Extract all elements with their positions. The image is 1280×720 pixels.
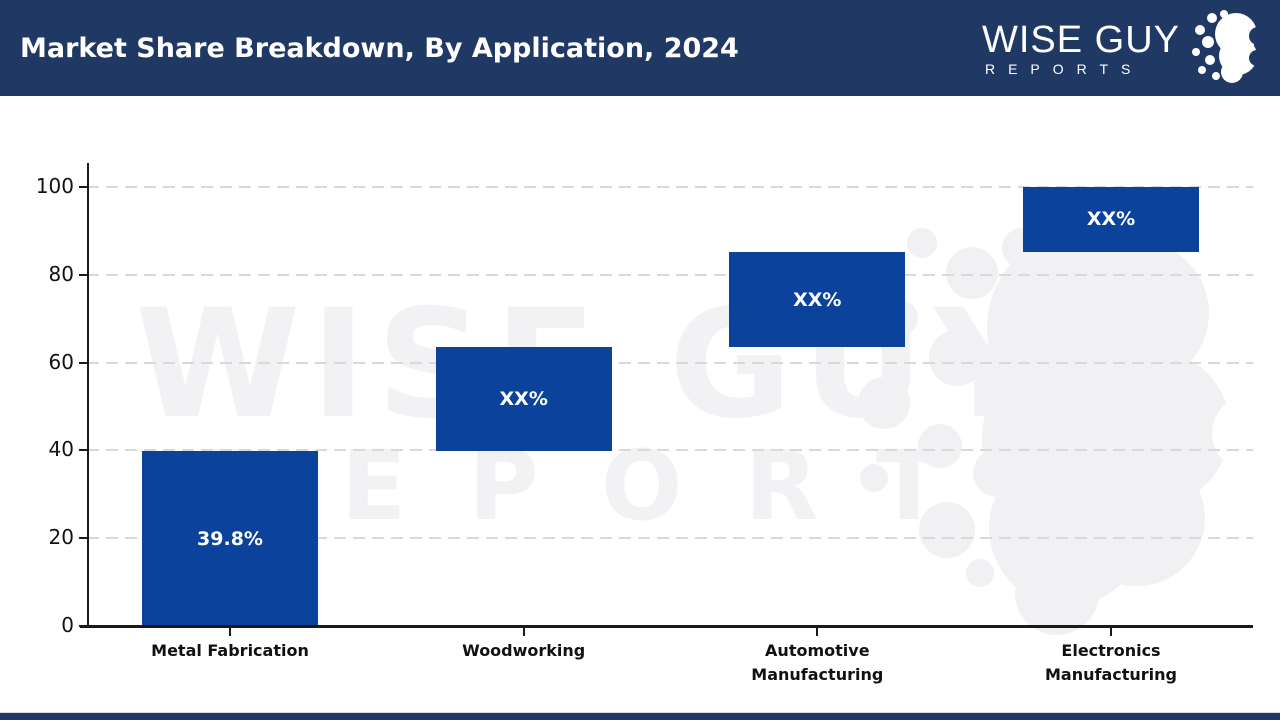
x-category-label: Automotive Manufacturing <box>751 641 884 684</box>
y-tick-label: 60 <box>48 349 74 374</box>
x-category-label: Woodworking <box>462 641 586 660</box>
y-tick-label: 100 <box>35 174 74 198</box>
logo-subtext: REPORTS <box>984 60 1144 77</box>
watermark-head-icon <box>858 228 1272 635</box>
y-tick-label: 40 <box>48 437 74 462</box>
bar: 39.8% <box>142 451 318 626</box>
gridline <box>87 361 1253 364</box>
y-tick <box>79 449 87 452</box>
x-tick <box>229 628 231 636</box>
y-tick <box>79 186 87 188</box>
y-tick <box>79 273 87 276</box>
logo: WISE GUY REPORTS <box>982 6 1280 90</box>
y-tick <box>79 537 87 540</box>
footer-divider <box>0 712 1280 713</box>
y-tick <box>79 361 87 364</box>
y-tick-label: 0 <box>61 613 74 637</box>
y-axis-line <box>87 163 89 628</box>
header-bar: Market Share Breakdown, By Application, … <box>0 0 1280 96</box>
gridline <box>87 186 1253 188</box>
x-tick <box>816 628 819 636</box>
logo-head-icon <box>1192 10 1267 83</box>
logo-wordmark: WISE GUY <box>981 18 1180 61</box>
bar-value-label: XX% <box>499 388 548 411</box>
x-tick <box>1110 628 1112 636</box>
page-title: Market Share Breakdown, By Application, … <box>20 32 739 64</box>
x-axis-line <box>80 625 1253 628</box>
x-category-label: Electronics Manufacturing <box>1045 641 1177 684</box>
bar: XX% <box>435 347 612 452</box>
bar: XX% <box>1023 187 1199 252</box>
bar: XX% <box>729 251 906 348</box>
bar-value-label: 39.8% <box>197 527 263 550</box>
footer-bar <box>0 713 1280 720</box>
y-tick-label: 80 <box>48 261 74 286</box>
x-category-label: Metal Fabrication <box>151 641 309 660</box>
x-tick <box>522 628 525 636</box>
bar-value-label: XX% <box>1086 208 1136 231</box>
bar-value-label: XX% <box>793 288 842 311</box>
gridline <box>87 449 1253 452</box>
y-tick-label: 20 <box>48 525 74 550</box>
gridline <box>87 273 1253 276</box>
gridline <box>87 537 1253 540</box>
